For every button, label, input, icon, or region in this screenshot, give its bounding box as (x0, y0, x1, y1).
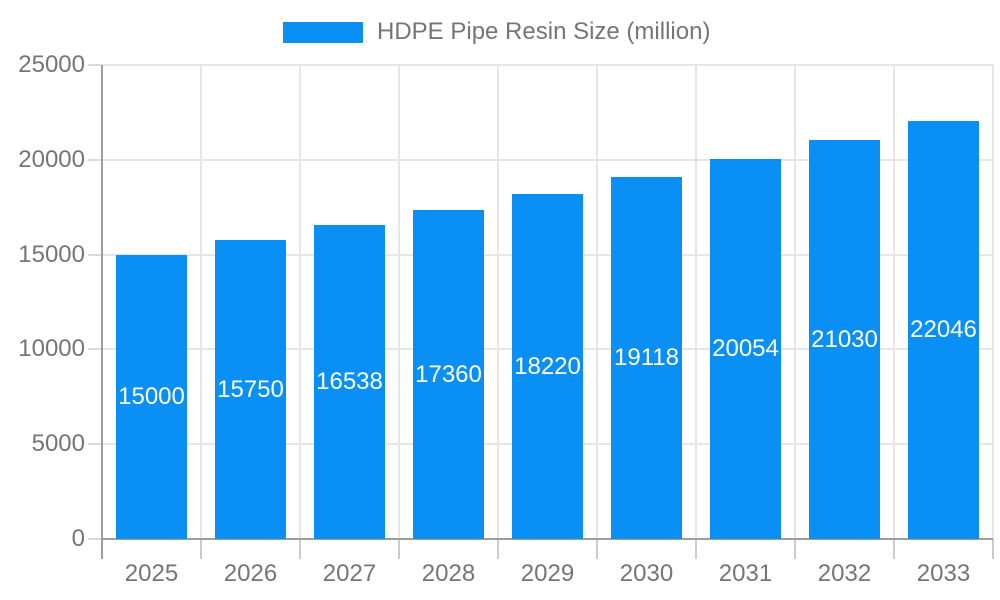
bar-value-label: 17360 (415, 360, 482, 388)
y-gridline (102, 64, 993, 66)
y-gridline (102, 159, 993, 161)
y-tick-mark (88, 348, 102, 350)
x-gridline (794, 65, 796, 539)
x-tick-mark (695, 539, 697, 559)
x-gridline (893, 65, 895, 539)
x-tick-mark (398, 539, 400, 559)
x-tick-mark (596, 539, 598, 559)
bar[interactable]: 19118 (611, 177, 682, 539)
y-axis-tick-label: 15000 (18, 241, 85, 268)
x-axis-category-label: 2033 (916, 560, 971, 587)
x-gridline (200, 65, 202, 539)
x-axis-category-label: 2026 (223, 560, 278, 587)
x-axis-category-label: 2029 (520, 560, 575, 587)
bar[interactable]: 17360 (413, 210, 484, 539)
x-tick-mark (893, 539, 895, 559)
x-axis-category-label: 2027 (322, 560, 377, 587)
y-axis-tick-label: 25000 (18, 51, 85, 78)
y-tick-mark (88, 254, 102, 256)
x-tick-mark (794, 539, 796, 559)
y-axis-tick-label: 20000 (18, 146, 85, 173)
y-axis-line (101, 65, 103, 559)
x-gridline (695, 65, 697, 539)
y-axis-tick-label: 5000 (31, 430, 85, 457)
x-axis-category-label: 2028 (421, 560, 476, 587)
x-tick-mark (200, 539, 202, 559)
bar[interactable]: 22046 (908, 121, 979, 539)
x-axis-category-label: 2025 (124, 560, 179, 587)
x-axis-category-label: 2030 (619, 560, 674, 587)
x-tick-mark (497, 539, 499, 559)
y-tick-mark (88, 159, 102, 161)
x-axis-line (102, 538, 993, 540)
x-axis-category-label: 2031 (718, 560, 773, 587)
x-gridline (596, 65, 598, 539)
x-tick-mark (299, 539, 301, 559)
bar-value-label: 15750 (217, 375, 284, 403)
y-axis-tick-label: 0 (71, 525, 85, 552)
bar[interactable]: 21030 (809, 140, 880, 539)
bar-value-label: 20054 (712, 335, 779, 362)
bar[interactable]: 15000 (116, 255, 187, 539)
x-axis-category-label: 2032 (817, 560, 872, 587)
bar[interactable]: 20054 (710, 159, 781, 539)
x-tick-mark (992, 539, 994, 559)
x-gridline (299, 65, 301, 539)
y-tick-mark (88, 64, 102, 66)
bar-value-label: 16538 (316, 368, 383, 395)
bar-value-label: 21030 (811, 325, 878, 353)
bar-value-label: 22046 (910, 316, 977, 343)
y-tick-mark (88, 443, 102, 445)
x-gridline (398, 65, 400, 539)
y-axis-tick-label: 10000 (18, 335, 85, 362)
legend-item[interactable]: HDPE Pipe Resin Size (million) (283, 18, 710, 46)
legend-label: HDPE Pipe Resin Size (million) (377, 18, 711, 45)
legend-swatch (283, 21, 363, 43)
x-gridline (497, 65, 499, 539)
bar-value-label: 19118 (614, 344, 679, 371)
bar[interactable]: 16538 (314, 225, 385, 539)
bar-value-label: 15000 (118, 383, 185, 410)
x-gridline (992, 65, 994, 539)
y-tick-mark (88, 538, 102, 540)
bar-value-label: 18220 (514, 352, 581, 380)
bar[interactable]: 15750 (215, 240, 286, 539)
bar[interactable]: 18220 (512, 194, 583, 539)
